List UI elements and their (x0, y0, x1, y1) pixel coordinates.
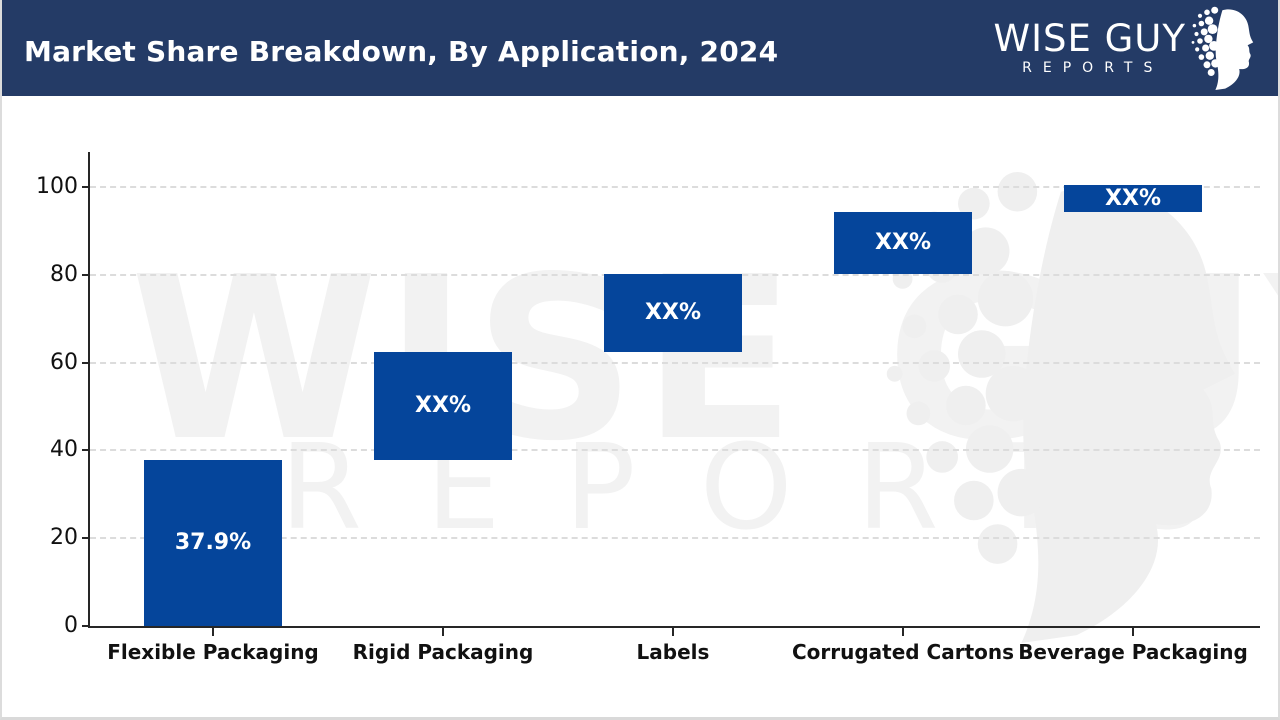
ytick-label-0: 0 (64, 613, 78, 638)
category-label-2: Labels (636, 640, 710, 664)
xtick-mark-3 (902, 628, 904, 636)
category-label-4: Beverage Packaging (1018, 640, 1248, 664)
ytick-label-40: 40 (50, 437, 78, 463)
gridline-20 (90, 537, 1260, 540)
bar-label-0: 37.9% (174, 530, 252, 556)
bar-label-2: XX% (645, 300, 701, 326)
header-bar: Market Share Breakdown, By Application, … (2, 0, 1278, 96)
bar-2: XX% (604, 273, 742, 353)
gridline-40 (90, 449, 1260, 452)
bar-label-4: XX% (1105, 186, 1161, 212)
brand-logo: WISE GUY REPORTS (994, 6, 1264, 90)
ytick-mark-20 (82, 537, 90, 540)
ytick-label-100: 100 (36, 174, 78, 199)
bar-4: XX% (1064, 185, 1202, 212)
category-label-3: Corrugated Cartons (791, 640, 1015, 664)
category-label-0: Flexible Packaging (107, 640, 319, 664)
ytick-label-80: 80 (50, 261, 78, 287)
ytick-mark-100 (82, 186, 90, 188)
x-axis-line (88, 626, 1260, 628)
ytick-mark-40 (82, 449, 90, 452)
brand-head-icon (1182, 6, 1260, 90)
brand-name: WISE GUY (993, 17, 1186, 61)
ytick-mark-60 (82, 361, 90, 364)
y-axis-line (88, 152, 90, 628)
bar-label-3: XX% (875, 230, 931, 256)
bar-label-1: XX% (415, 393, 471, 419)
xtick-mark-0 (212, 628, 214, 636)
gridline-60 (90, 361, 1260, 364)
ytick-mark-80 (82, 273, 90, 276)
gridline-100 (90, 186, 1260, 188)
bar-3: XX% (834, 212, 972, 274)
brand-text: WISE GUY REPORTS (993, 17, 1186, 76)
category-label-1: Rigid Packaging (352, 640, 534, 664)
ytick-label-20: 20 (50, 525, 78, 551)
bar-0: 37.9% (144, 459, 282, 626)
ytick-label-60: 60 (50, 349, 78, 375)
brand-reports: REPORTS (1022, 59, 1164, 76)
xtick-mark-4 (1132, 628, 1134, 636)
chart-title: Market Share Breakdown, By Application, … (24, 34, 779, 68)
ytick-mark-0 (82, 625, 90, 627)
xtick-mark-2 (672, 628, 674, 636)
bar-1: XX% (374, 352, 512, 460)
xtick-mark-1 (442, 628, 444, 636)
